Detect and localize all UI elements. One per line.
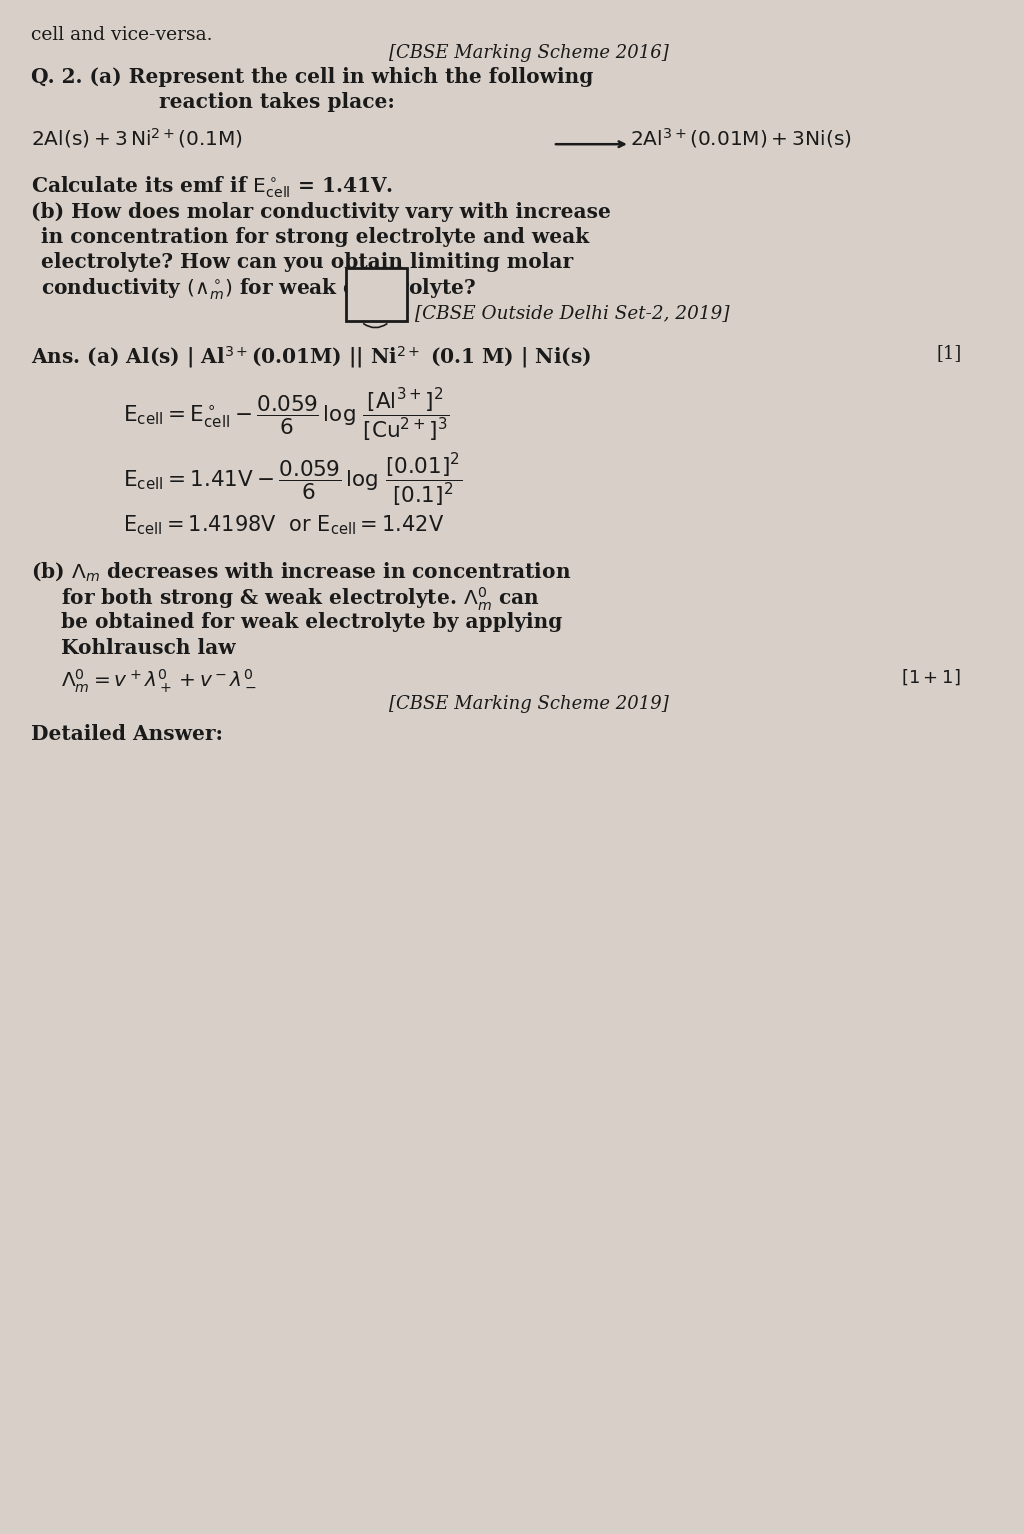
- Text: $\Lambda^0_m = v^+\lambda^0_+ + v^-\lambda^0_-$: $\Lambda^0_m = v^+\lambda^0_+ + v^-\lamb…: [61, 667, 257, 695]
- Text: be obtained for weak electrolyte by applying: be obtained for weak electrolyte by appl…: [61, 612, 563, 632]
- Text: [CBSE Marking Scheme 2016]: [CBSE Marking Scheme 2016]: [389, 44, 669, 63]
- Text: $\rm 2Al(s) + 3\,Ni^{2+}(0.1M)$: $\rm 2Al(s) + 3\,Ni^{2+}(0.1M)$: [31, 126, 243, 150]
- Text: $\rm E_{cell} = 1.41V - \dfrac{0.059}{6}\,\log\,\dfrac{[0.01]^2}{[0.1]^2}$: $\rm E_{cell} = 1.41V - \dfrac{0.059}{6}…: [123, 451, 462, 509]
- Text: Q. 2. (a) Represent the cell in which the following: Q. 2. (a) Represent the cell in which th…: [31, 67, 593, 87]
- Text: Detailed Answer:: Detailed Answer:: [31, 724, 223, 744]
- Text: A: A: [360, 282, 374, 301]
- Text: [CBSE Marking Scheme 2019]: [CBSE Marking Scheme 2019]: [389, 695, 669, 713]
- Text: $\rm 2Al^{3+}(0.01M) + 3Ni(s)$: $\rm 2Al^{3+}(0.01M) + 3Ni(s)$: [630, 126, 851, 150]
- Text: Kohlrausch law: Kohlrausch law: [61, 638, 237, 658]
- FancyBboxPatch shape: [346, 268, 407, 321]
- Text: $[1 + 1]$: $[1 + 1]$: [901, 667, 961, 687]
- Text: I: I: [379, 282, 385, 301]
- Text: Ans. (a) Al(s) | Al$^{3+}$(0.01M) || Ni$^{2+}$ (0.1 M) | Ni(s): Ans. (a) Al(s) | Al$^{3+}$(0.01M) || Ni$…: [31, 344, 591, 370]
- Text: (b) How does molar conductivity vary with increase: (b) How does molar conductivity vary wit…: [31, 202, 610, 222]
- Text: conductivity $(\wedge^\circ_m)$ for weak electrolyte?: conductivity $(\wedge^\circ_m)$ for weak…: [41, 276, 476, 302]
- Text: in concentration for strong electrolyte and weak: in concentration for strong electrolyte …: [41, 227, 589, 247]
- Text: [1]: [1]: [937, 344, 963, 362]
- Text: $\rm E_{cell} = 1.4198V\ \ or\ E_{cell} = 1.42V$: $\rm E_{cell} = 1.4198V\ \ or\ E_{cell} …: [123, 514, 444, 537]
- Text: Calculate its emf if $\rm E^\circ_{cell}$ = 1.41V.: Calculate its emf if $\rm E^\circ_{cell}…: [31, 175, 393, 201]
- Text: reaction takes place:: reaction takes place:: [159, 92, 394, 112]
- Text: cell and vice-versa.: cell and vice-versa.: [31, 26, 212, 44]
- Text: $\rm E_{cell} = E^\circ_{cell} - \dfrac{0.059}{6}\,\log\,\dfrac{[Al^{3+}]^2}{[Cu: $\rm E_{cell} = E^\circ_{cell} - \dfrac{…: [123, 387, 450, 445]
- Text: electrolyte? How can you obtain limiting molar: electrolyte? How can you obtain limiting…: [41, 252, 573, 272]
- Text: (b) $\Lambda_m$ decreases with increase in concentration: (b) $\Lambda_m$ decreases with increase …: [31, 560, 570, 583]
- Text: [CBSE Outside Delhi Set-2, 2019]: [CBSE Outside Delhi Set-2, 2019]: [415, 304, 729, 322]
- Text: for both strong & weak electrolyte. $\Lambda^0_m$ can: for both strong & weak electrolyte. $\La…: [61, 586, 540, 614]
